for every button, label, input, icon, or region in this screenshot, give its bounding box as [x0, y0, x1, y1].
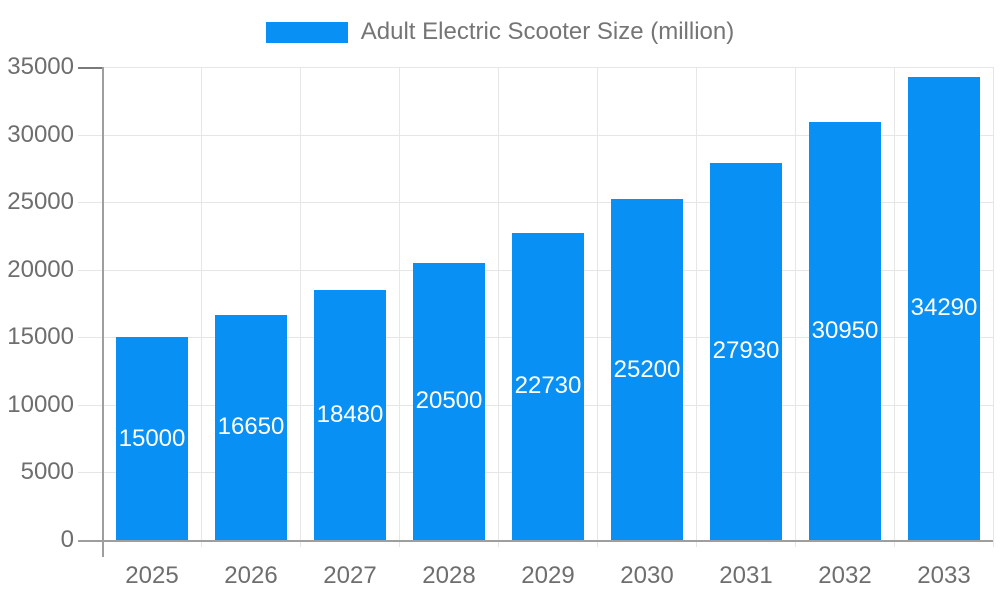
x-tick-label: 2028: [422, 562, 476, 589]
y-tick-label: 0: [60, 526, 74, 553]
x-gridline: [300, 67, 301, 547]
legend: Adult Electric Scooter Size (million): [0, 14, 1000, 50]
x-gridline: [894, 67, 895, 547]
legend-label: Adult Electric Scooter Size (million): [360, 18, 735, 45]
x-gridline: [696, 67, 697, 547]
bar-value-label: 18480: [316, 401, 384, 428]
y-gridline: [78, 67, 993, 68]
y-tick-label: 15000: [7, 323, 74, 350]
y-tick-label: 35000: [7, 53, 74, 80]
x-tick-label: 2032: [818, 562, 872, 589]
bar-value-label: 16650: [217, 413, 285, 440]
y-axis-top-tick: [78, 67, 102, 69]
bar-value-label: 30950: [811, 317, 879, 344]
x-gridline: [795, 67, 796, 547]
x-tick-label: 2029: [521, 562, 575, 589]
x-gridline: [201, 67, 202, 547]
bar: [512, 233, 584, 540]
bar: [611, 199, 683, 540]
bar: [413, 263, 485, 540]
x-gridline: [993, 67, 994, 547]
x-tick-label: 2025: [125, 562, 179, 589]
y-tick-label: 25000: [7, 188, 74, 215]
bar: [809, 122, 881, 540]
x-tick-label: 2033: [917, 562, 971, 589]
legend-swatch: [265, 21, 348, 43]
bar-value-label: 25200: [613, 356, 681, 383]
bar-value-label: 20500: [415, 387, 483, 414]
y-tick-label: 20000: [7, 256, 74, 283]
y-gridline: [78, 135, 993, 136]
x-gridline: [597, 67, 598, 547]
x-axis-line: [78, 540, 993, 542]
bar: [908, 77, 980, 540]
x-tick-label: 2026: [224, 562, 278, 589]
x-gridline: [399, 67, 400, 547]
bar: [116, 337, 188, 540]
bar-value-label: 27930: [712, 337, 780, 364]
y-axis-line: [102, 67, 104, 557]
bar-value-label: 34290: [910, 294, 978, 321]
bar: [710, 163, 782, 540]
x-tick-label: 2031: [719, 562, 773, 589]
y-gridline: [78, 202, 993, 203]
bar: [314, 290, 386, 540]
bar-value-label: 22730: [514, 372, 582, 399]
bar-value-label: 15000: [118, 425, 186, 452]
y-tick-label: 30000: [7, 121, 74, 148]
x-tick-label: 2030: [620, 562, 674, 589]
x-gridline: [498, 67, 499, 547]
bar: [215, 315, 287, 540]
x-tick-label: 2027: [323, 562, 377, 589]
y-tick-label: 10000: [7, 391, 74, 418]
y-tick-label: 5000: [20, 458, 74, 485]
